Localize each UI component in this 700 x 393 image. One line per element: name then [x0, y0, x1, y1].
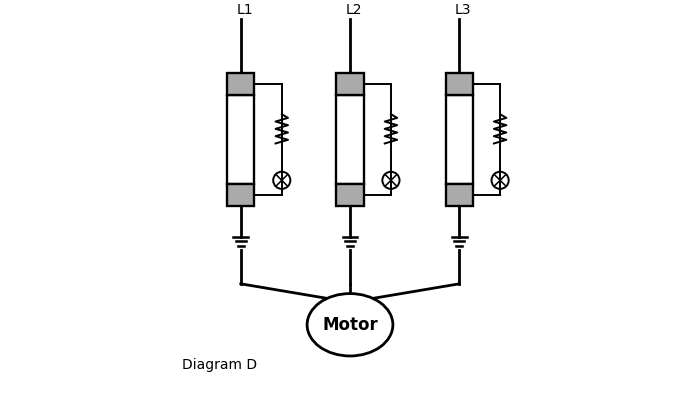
Text: L2: L2: [346, 3, 362, 17]
Bar: [228, 184, 255, 206]
Text: L1: L1: [237, 3, 253, 17]
Ellipse shape: [307, 294, 393, 356]
Bar: [445, 184, 472, 206]
Bar: [337, 73, 363, 95]
Bar: [445, 73, 472, 95]
Bar: [337, 184, 363, 206]
Text: Diagram D: Diagram D: [182, 358, 258, 371]
Text: Motor: Motor: [322, 316, 378, 334]
Bar: [445, 95, 472, 184]
Bar: [228, 95, 255, 184]
Bar: [337, 95, 363, 184]
Text: L3: L3: [455, 3, 471, 17]
Bar: [228, 73, 255, 95]
